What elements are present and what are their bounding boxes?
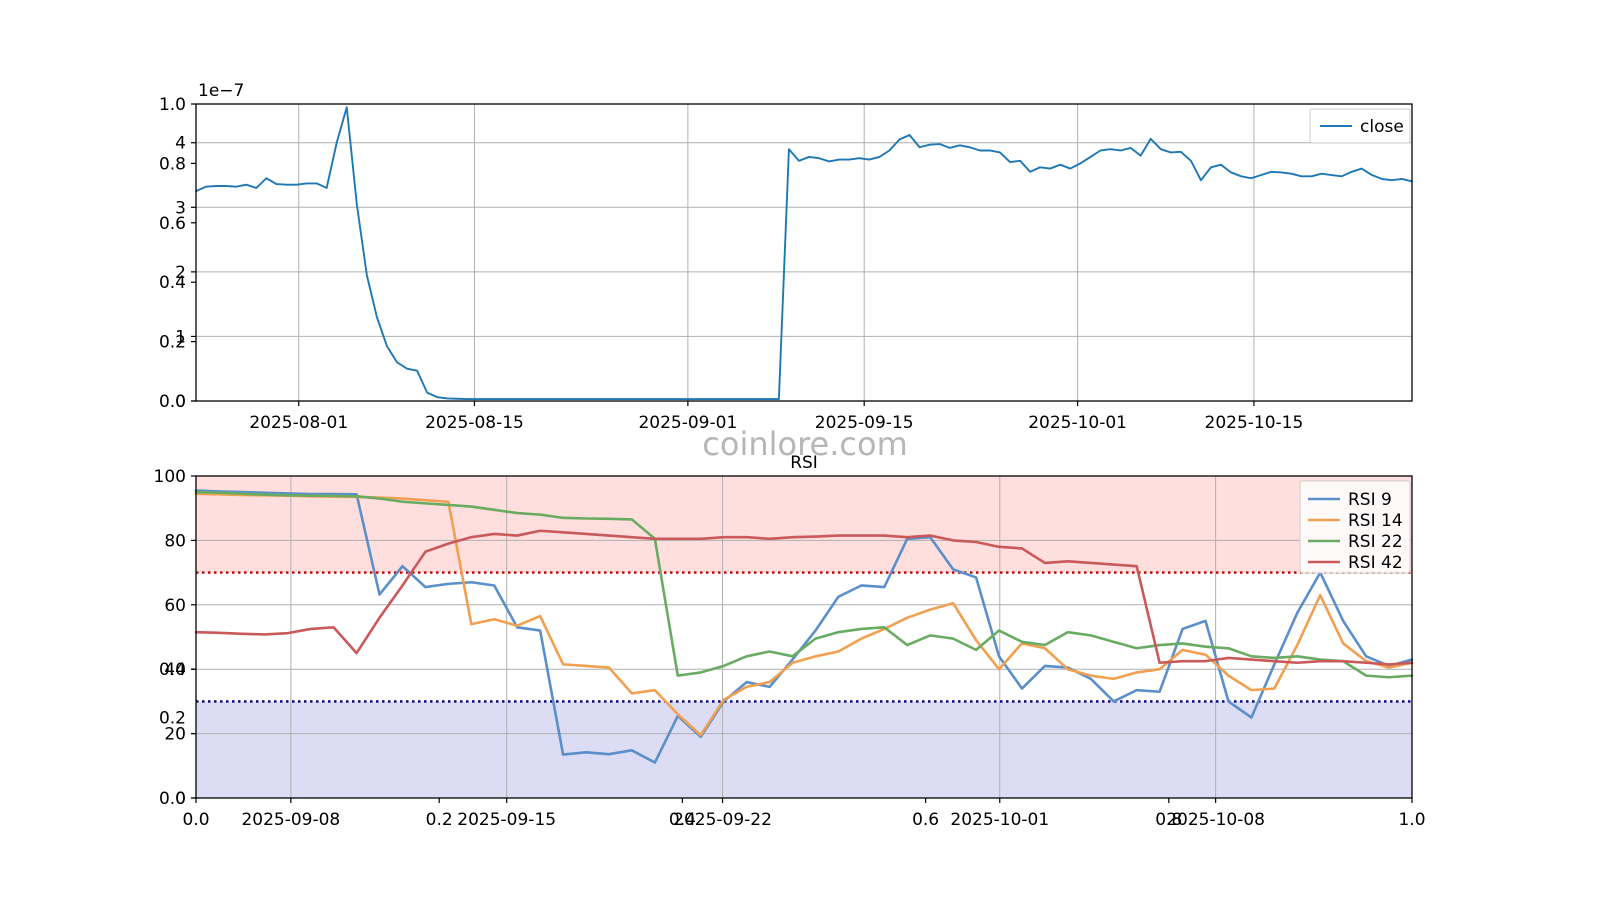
- price-ytick-label: 2: [175, 263, 186, 283]
- rsi-xtick-label: 2025-09-08: [241, 810, 340, 830]
- rsi-overlay-ytick-label: 0.2: [159, 709, 186, 729]
- rsi-ytick-label: 20: [164, 725, 186, 745]
- price-close-line: [195, 106, 1413, 401]
- rsi-legend-label-rsi-14: RSI 14: [1348, 511, 1403, 531]
- rsi-overlay-xtick-label: 0.2: [426, 810, 453, 830]
- rsi-xtick-label: 2025-09-22: [673, 810, 772, 830]
- rsi-overlay-xtick-label: 0.4: [669, 810, 696, 830]
- rsi-overlay-ytick-label: 0.0: [159, 789, 186, 809]
- rsi-overlay-xtick-label: 1.0: [1398, 810, 1425, 830]
- rsi-legend-label-rsi-9: RSI 9: [1348, 490, 1392, 510]
- rsi-line-rsi-9: [194, 489, 1414, 764]
- rsi-ytick-label: 0: [175, 789, 186, 809]
- rsi-legend-label-rsi-22: RSI 22: [1348, 532, 1403, 552]
- price-ytick-label: 1: [175, 327, 186, 347]
- price-legend[interactable]: close: [1309, 108, 1411, 144]
- rsi-title: RSI: [790, 453, 818, 473]
- rsi-ytick-label: 60: [164, 596, 186, 616]
- rsi-xtick-label: 2025-10-01: [950, 810, 1049, 830]
- watermark-coinlore: coinlore.com: [702, 425, 907, 463]
- rsi-ytick-label: 80: [164, 531, 186, 551]
- rsi-line-rsi-42: [194, 529, 1414, 666]
- price-xtick-label: 2025-08-15: [425, 413, 524, 433]
- price-xtick-label: 2025-08-01: [249, 413, 348, 433]
- rsi-overlay-ytick-label: 0.4: [159, 660, 186, 680]
- rsi-legend-label-rsi-42: RSI 42: [1348, 553, 1403, 573]
- price-xtick-label: 2025-09-15: [815, 413, 914, 433]
- rsi-overlay-xtick-label: 0.0: [182, 810, 209, 830]
- price-overlay-ytick-label: 1.0: [159, 95, 186, 115]
- rsi-xtick-label: 2025-09-15: [457, 810, 556, 830]
- rsi-overlay-xtick-label: 0.8: [1155, 810, 1182, 830]
- price-legend-box: [1309, 108, 1411, 144]
- price-ytick-label: 3: [175, 198, 186, 218]
- price-overlay-ytick-label: 0.8: [159, 154, 186, 174]
- rsi-axes-frame: [195, 475, 1413, 799]
- rsi-oversold-band: [196, 701, 1412, 798]
- price-xtick-label: 2025-09-01: [638, 413, 737, 433]
- price-xtick-label: 2025-10-01: [1028, 413, 1127, 433]
- rsi-line-rsi-14: [194, 492, 1414, 737]
- rsi-overlay-xtick-label: 0.6: [912, 810, 939, 830]
- price-overlay-ytick-label: 0.2: [159, 333, 186, 353]
- price-overlay-ytick-label: 0.4: [159, 273, 186, 293]
- price-y-offset-text: 1e−7: [198, 81, 244, 101]
- price-ytick-label: 0: [175, 392, 186, 412]
- price-overlay-ytick-label: 0.6: [159, 214, 186, 234]
- price-axes: 0 1 2 3 4 0.0 0.2 0.4 0.6 0.8 1.0 1e−7 2025-08-01 202…: [159, 81, 1413, 433]
- price-axes-frame: [195, 103, 1413, 402]
- rsi-overbought-band: [196, 476, 1412, 573]
- rsi-ytick-label: 100: [154, 467, 186, 487]
- rsi-ytick-label: 40: [164, 660, 186, 680]
- price-xtick-label: 2025-10-15: [1205, 413, 1304, 433]
- rsi-axes: 0 20 40 60 80 100 0.0 0.2 0.4 2025-09-08 2025-09-1…: [154, 453, 1426, 830]
- price-legend-label-close: close: [1360, 117, 1404, 137]
- price-ytick-label: 4: [175, 134, 186, 154]
- rsi-xtick-label: 2025-10-08: [1166, 810, 1265, 830]
- rsi-legend-box: [1299, 480, 1411, 574]
- rsi-line-rsi-22: [194, 490, 1414, 679]
- price-overlay-ytick-label: 0.0: [159, 392, 186, 412]
